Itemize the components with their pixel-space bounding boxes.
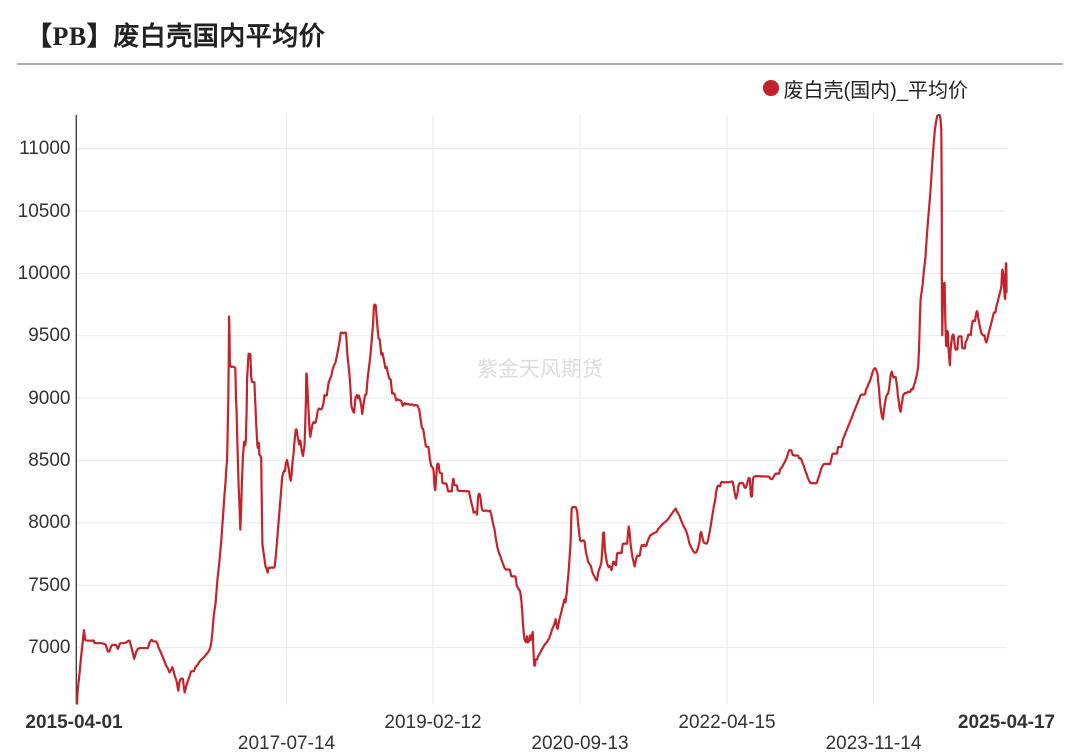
y-axis-label: 7500 — [28, 574, 71, 596]
legend-item[interactable]: 废白壳(国内)_平均价 — [763, 77, 968, 102]
y-axis-label: 8500 — [28, 449, 71, 471]
legend-circle-icon — [763, 80, 779, 96]
y-axis-label: 11000 — [19, 138, 71, 160]
chart-title: 【PB】废白壳国内平均价 — [26, 22, 326, 51]
y-axis-label: 7000 — [28, 637, 71, 659]
x-axis-label: 2017-07-14 — [237, 732, 336, 754]
x-axis-label: 2020-09-13 — [531, 732, 629, 754]
y-axis-label: 8000 — [28, 512, 71, 534]
x-axis-label: 2019-02-12 — [384, 712, 482, 733]
y-axis-label: 10500 — [17, 200, 71, 222]
x-axis-label: 2015-04-01 — [25, 712, 123, 733]
x-axis-label: 2022-04-15 — [678, 712, 776, 733]
legend-label: 废白壳(国内)_平均价 — [783, 79, 968, 102]
y-axis-label: 10000 — [17, 262, 71, 284]
y-axis-label: 9000 — [28, 387, 71, 409]
y-axis-label: 9500 — [28, 325, 71, 347]
x-axis-label: 2025-04-17 — [957, 712, 1056, 733]
title-separator — [17, 63, 1063, 65]
x-axis-label: 2023-11-14 — [825, 732, 922, 754]
series-line[interactable] — [75, 113, 1008, 705]
